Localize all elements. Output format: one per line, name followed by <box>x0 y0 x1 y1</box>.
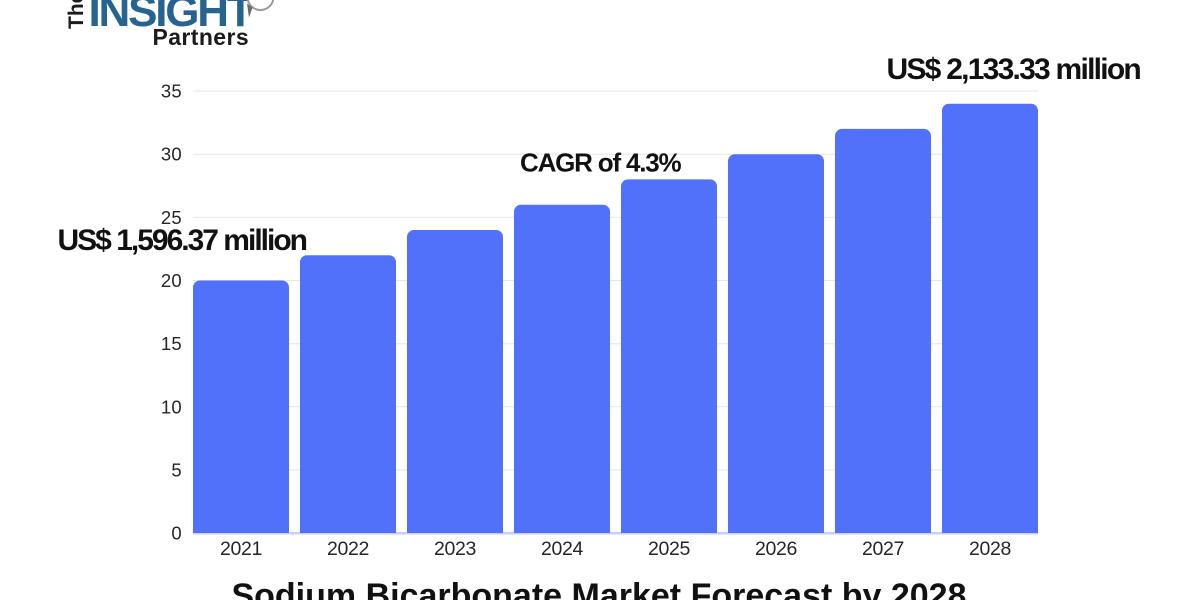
svg-text:10: 10 <box>161 396 182 417</box>
svg-text:2022: 2022 <box>327 538 369 560</box>
svg-text:CAGR of 4.3%: CAGR of 4.3% <box>520 148 681 178</box>
svg-text:30: 30 <box>161 144 182 165</box>
svg-text:US$ 2,133.33 million: US$ 2,133.33 million <box>887 53 1141 86</box>
svg-text:Sodium Bicarbonate Market Fore: Sodium Bicarbonate Market Forecast by 20… <box>231 577 966 600</box>
svg-text:2026: 2026 <box>755 538 797 560</box>
svg-text:20: 20 <box>161 270 182 291</box>
svg-text:2021: 2021 <box>220 538 262 560</box>
svg-text:2028: 2028 <box>969 538 1011 560</box>
svg-text:2023: 2023 <box>434 538 476 560</box>
svg-text:5: 5 <box>171 460 182 481</box>
svg-text:US$ 1,596.37 million: US$ 1,596.37 million <box>58 224 307 257</box>
svg-text:Partners: Partners <box>153 24 250 50</box>
svg-text:INSIGHT: INSIGHT <box>89 0 254 36</box>
svg-text:The: The <box>65 0 88 29</box>
svg-text:15: 15 <box>161 333 182 354</box>
svg-text:0: 0 <box>171 523 182 544</box>
svg-text:35: 35 <box>161 81 182 102</box>
svg-text:2024: 2024 <box>541 538 583 560</box>
svg-text:25: 25 <box>161 207 182 228</box>
svg-text:2025: 2025 <box>648 538 690 560</box>
svg-text:2027: 2027 <box>862 538 904 560</box>
